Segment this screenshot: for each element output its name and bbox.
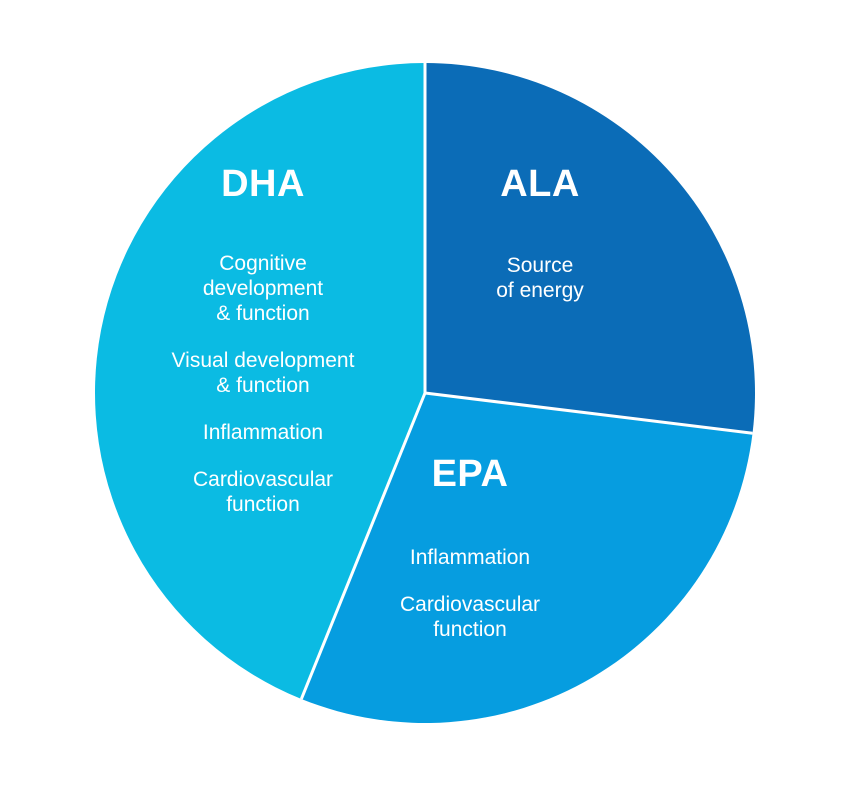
pie-slice-ala[interactable] (425, 63, 756, 434)
slice-separator-lines (299, 63, 753, 700)
pie-slice-epa[interactable] (301, 393, 753, 723)
pie-slice-dha[interactable] (95, 63, 426, 699)
